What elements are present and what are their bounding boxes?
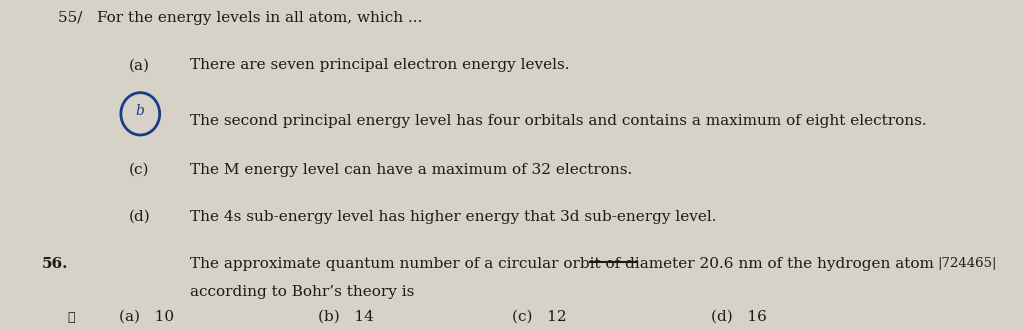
- Text: The 4s sub-energy level has higher energy that 3d sub-energy level.: The 4s sub-energy level has higher energ…: [190, 210, 717, 224]
- Text: The M energy level can have a maximum of 32 electrons.: The M energy level can have a maximum of…: [190, 163, 633, 177]
- Text: |724465|: |724465|: [938, 257, 997, 270]
- Text: There are seven principal electron energy levels.: There are seven principal electron energ…: [190, 59, 569, 72]
- Text: The second principal energy level has four orbitals and contains a maximum of ei: The second principal energy level has fo…: [190, 114, 927, 128]
- Text: (d)   16: (d) 16: [711, 309, 767, 323]
- Text: ✓: ✓: [68, 311, 76, 324]
- Text: (c): (c): [129, 163, 150, 177]
- Text: (d): (d): [129, 210, 151, 224]
- Text: 55/   For the energy levels in all atom, which ...: 55/ For the energy levels in all atom, w…: [57, 11, 422, 25]
- Text: b: b: [136, 104, 144, 118]
- Text: according to Bohr’s theory is: according to Bohr’s theory is: [190, 285, 415, 299]
- Text: (a): (a): [129, 59, 151, 72]
- Text: The approximate quantum number of a circular orbit of diameter 20.6 nm of the hy: The approximate quantum number of a circ…: [190, 257, 934, 271]
- Text: (c)   12: (c) 12: [512, 309, 566, 323]
- Text: 56.: 56.: [42, 257, 69, 271]
- Text: (a)   10: (a) 10: [119, 309, 174, 323]
- Text: (b)   14: (b) 14: [318, 309, 374, 323]
